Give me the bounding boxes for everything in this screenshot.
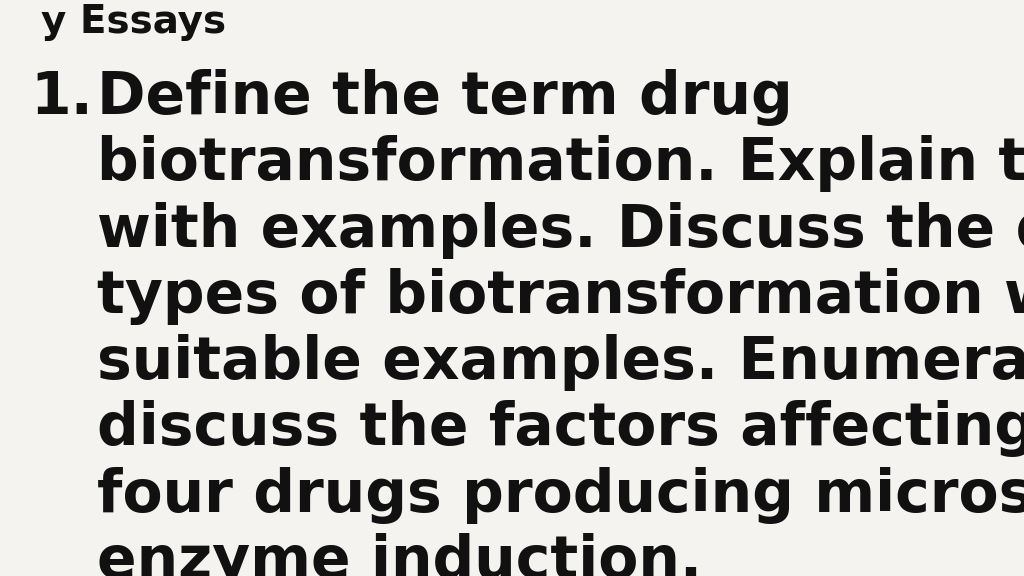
Text: with examples. Discuss the different: with examples. Discuss the different	[97, 202, 1024, 259]
Text: Define the term drug: Define the term drug	[97, 69, 793, 126]
Text: discuss the factors affecting it. Name: discuss the factors affecting it. Name	[97, 400, 1024, 457]
Text: y Essays: y Essays	[41, 3, 226, 41]
Text: types of biotransformation with: types of biotransformation with	[97, 268, 1024, 325]
Text: four drugs producing microsomal: four drugs producing microsomal	[97, 467, 1024, 524]
Text: suitable examples. Enumerate and: suitable examples. Enumerate and	[97, 334, 1024, 391]
Text: 1.: 1.	[31, 69, 93, 126]
Text: biotransformation. Explain the phases: biotransformation. Explain the phases	[97, 135, 1024, 192]
Text: enzyme induction.: enzyme induction.	[97, 533, 702, 576]
